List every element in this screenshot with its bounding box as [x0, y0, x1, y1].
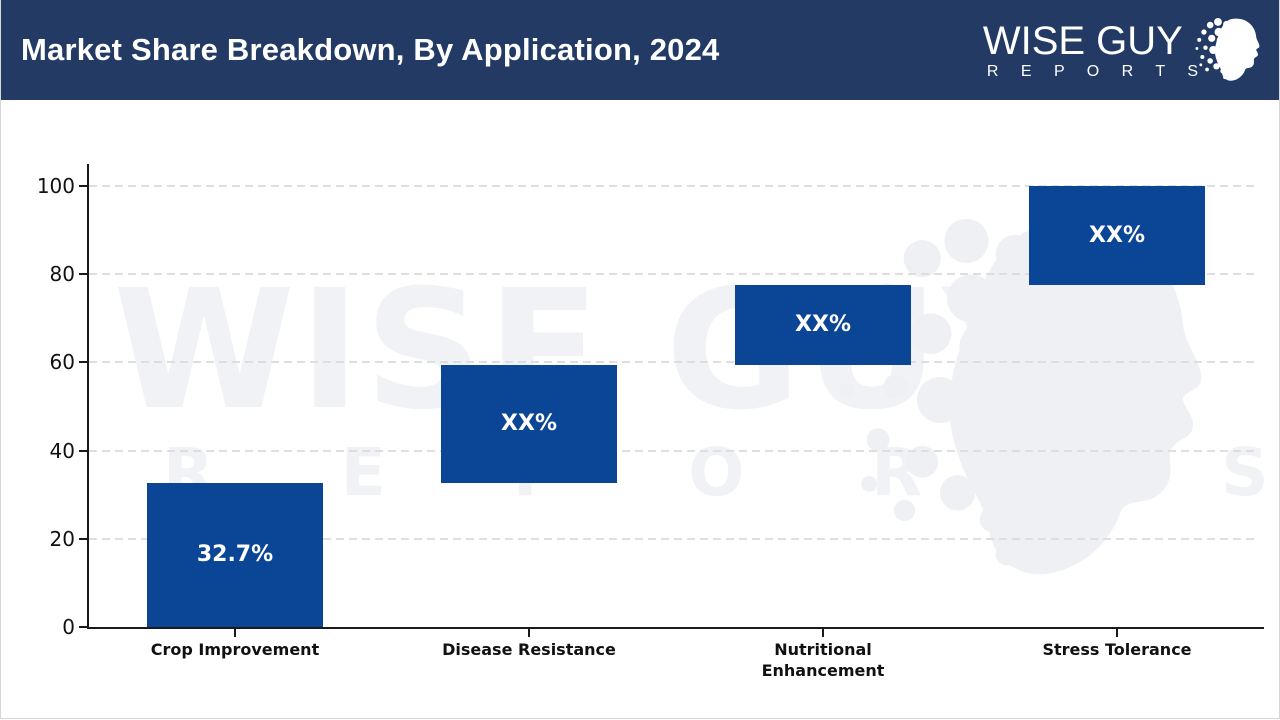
x-tick-mark	[234, 629, 236, 637]
y-tick-mark	[79, 185, 87, 187]
gridline-60	[89, 361, 1255, 364]
x-tick-mark	[822, 629, 824, 637]
bar-value-label: XX%	[1089, 223, 1145, 249]
bar-segment: 32.7%	[147, 482, 323, 627]
x-axis-line	[87, 627, 1264, 629]
x-category-label: Nutritional Enhancement	[761, 640, 885, 680]
x-category-label: Stress Tolerance	[1042, 640, 1192, 659]
y-tick-mark	[79, 361, 87, 364]
y-axis-line	[87, 164, 89, 629]
y-tick-mark	[79, 273, 87, 276]
y-tick-label: 20	[49, 526, 75, 551]
x-tick-mark	[528, 629, 530, 637]
wiseguy-logo: WISE GUY R E P O R T S	[983, 9, 1279, 91]
gridline-40	[89, 449, 1255, 452]
bar-segment: XX%	[441, 364, 617, 483]
bar-value-label: 32.7%	[196, 542, 274, 568]
gridline-20	[89, 537, 1255, 540]
bar-value-label: XX%	[795, 312, 851, 338]
header-bar: Market Share Breakdown, By Application, …	[1, 0, 1279, 100]
gridline-80	[89, 273, 1255, 276]
y-tick-label: 40	[49, 438, 75, 463]
bar-value-label: XX%	[501, 411, 557, 437]
x-tick-mark	[1116, 629, 1118, 637]
gridline-100	[89, 185, 1255, 187]
logo-reports-text: R E P O R T S	[986, 62, 1207, 80]
bar-segment: XX%	[735, 285, 911, 365]
y-tick-mark	[79, 537, 87, 540]
wiseguy-head-icon	[1195, 18, 1260, 81]
y-tick-label: 0	[62, 615, 75, 639]
y-tick-label: 80	[49, 262, 75, 287]
bar-segment: XX%	[1029, 186, 1205, 286]
y-tick-label: 60	[49, 350, 75, 375]
y-tick-mark	[79, 626, 87, 628]
x-category-label: Disease Resistance	[442, 640, 616, 659]
y-tick-mark	[79, 449, 87, 452]
x-category-label: Crop Improvement	[150, 640, 320, 659]
chart-title: Market Share Breakdown, By Application, …	[21, 32, 720, 67]
y-tick-label: 100	[36, 174, 75, 198]
logo-wiseguy-text: WISE GUY	[982, 18, 1183, 63]
